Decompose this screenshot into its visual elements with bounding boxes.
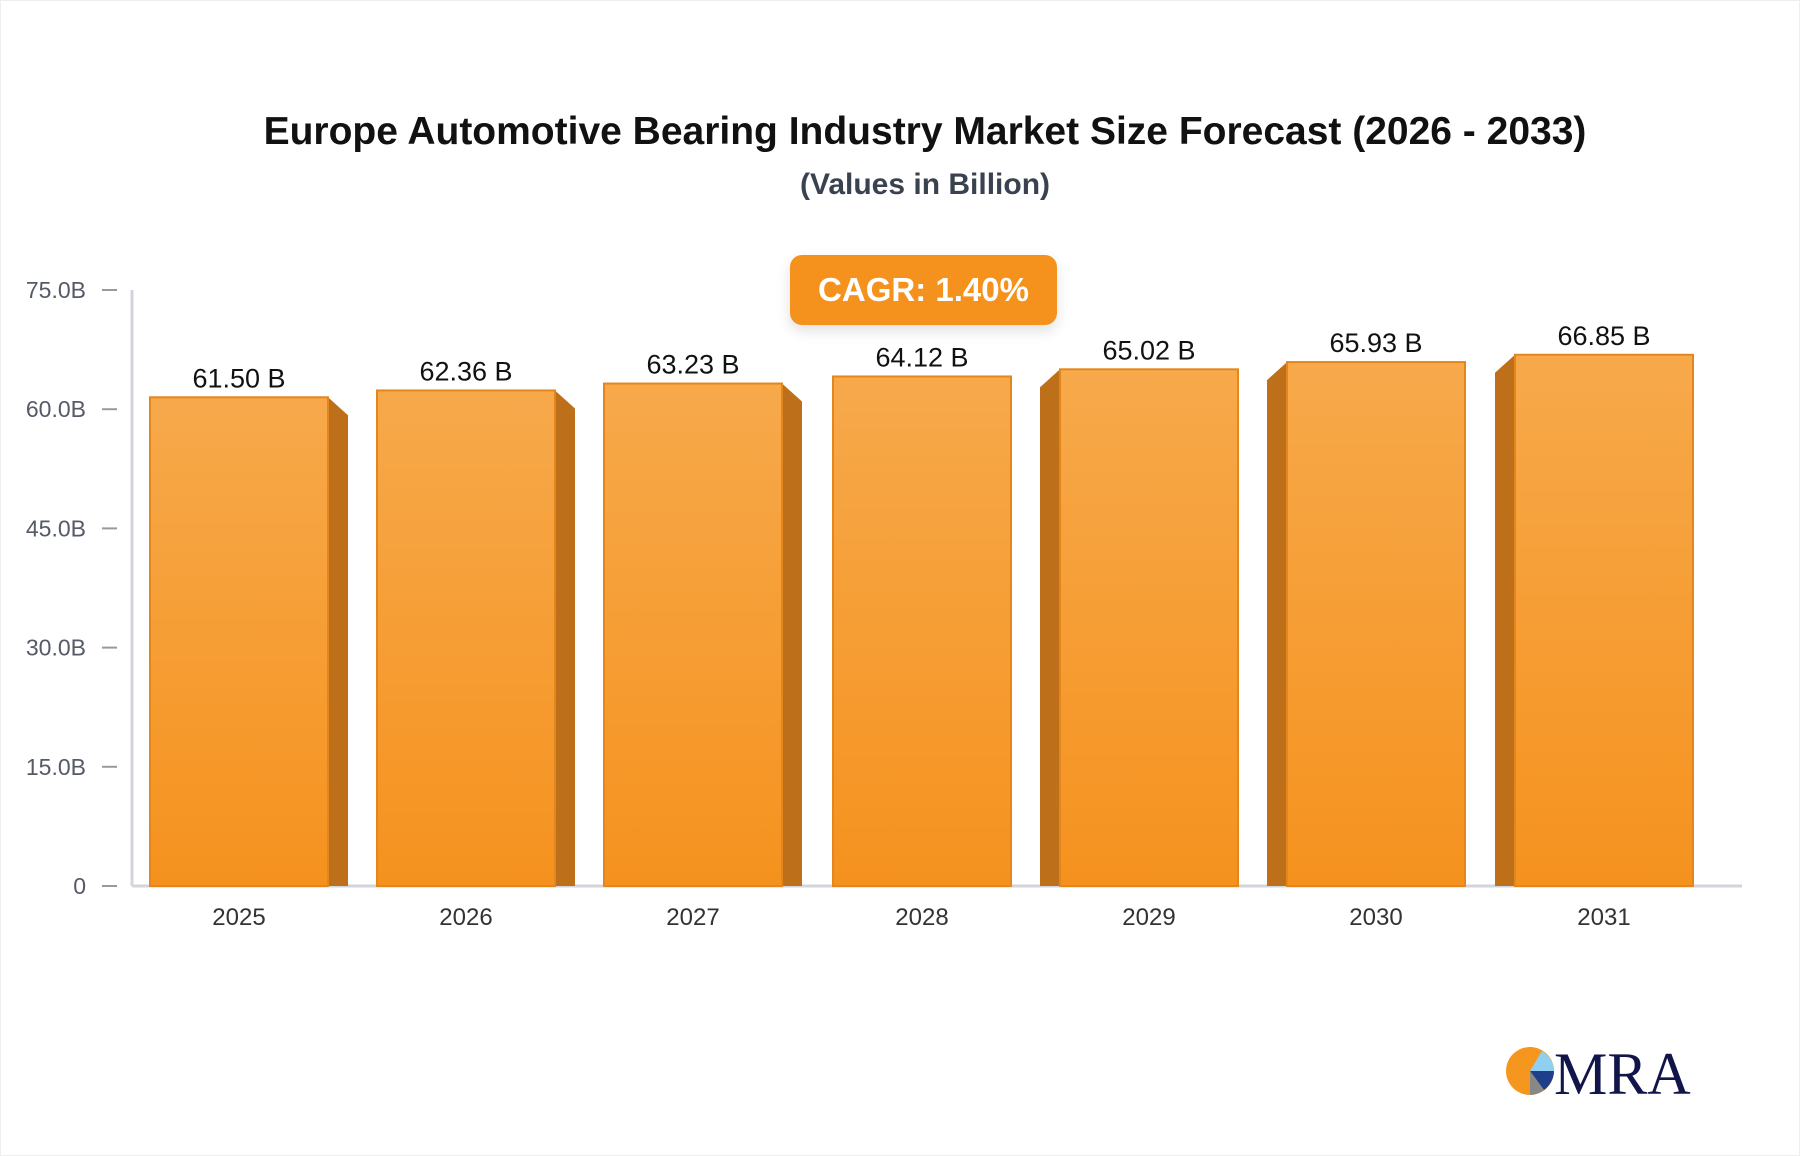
bar-side [782, 383, 802, 886]
y-tick-label: 15.0B [26, 754, 86, 780]
logo-text: MRA [1554, 1041, 1691, 1100]
chart-subtitle: (Values in Billion) [799, 168, 1051, 201]
x-tick-label: 2026 [439, 904, 492, 931]
data-label: 66.85 B [1557, 321, 1650, 351]
x-tick-label: 2028 [895, 904, 948, 931]
data-label: 61.50 B [192, 363, 285, 393]
bar [1286, 361, 1466, 887]
y-tick-label: 45.0B [26, 515, 86, 541]
bar [149, 396, 329, 887]
data-label: 65.02 B [1102, 335, 1195, 365]
x-tick-label: 2031 [1577, 904, 1630, 931]
bar [603, 382, 783, 887]
x-tick-label: 2025 [212, 904, 265, 931]
x-tick-label: 2029 [1122, 904, 1175, 931]
bar-side [328, 397, 348, 886]
data-label: 63.23 B [646, 350, 739, 380]
mra-logo: MRA [1504, 1040, 1694, 1107]
y-tick-label: 75.0B [26, 277, 86, 303]
bar [832, 375, 1012, 887]
data-label: 62.36 B [419, 356, 512, 386]
y-tick-label: 60.0B [26, 396, 86, 422]
bar-side [1040, 369, 1060, 886]
cagr-badge: CAGR: 1.40% [790, 255, 1057, 325]
bar [1514, 353, 1694, 887]
bar-side [555, 390, 575, 886]
y-tick-label: 0 [73, 873, 86, 899]
chart-title: Europe Automotive Bearing Industry Marke… [263, 110, 1587, 153]
x-tick-label: 2030 [1349, 904, 1402, 931]
bar-side [1267, 362, 1287, 886]
x-tick-label: 2027 [666, 904, 719, 931]
data-label: 65.93 B [1329, 328, 1422, 358]
y-tick-label: 30.0B [26, 635, 86, 661]
bar [376, 389, 556, 887]
data-label: 64.12 B [875, 342, 968, 372]
bar-side [1495, 354, 1515, 886]
bar [1059, 368, 1239, 887]
